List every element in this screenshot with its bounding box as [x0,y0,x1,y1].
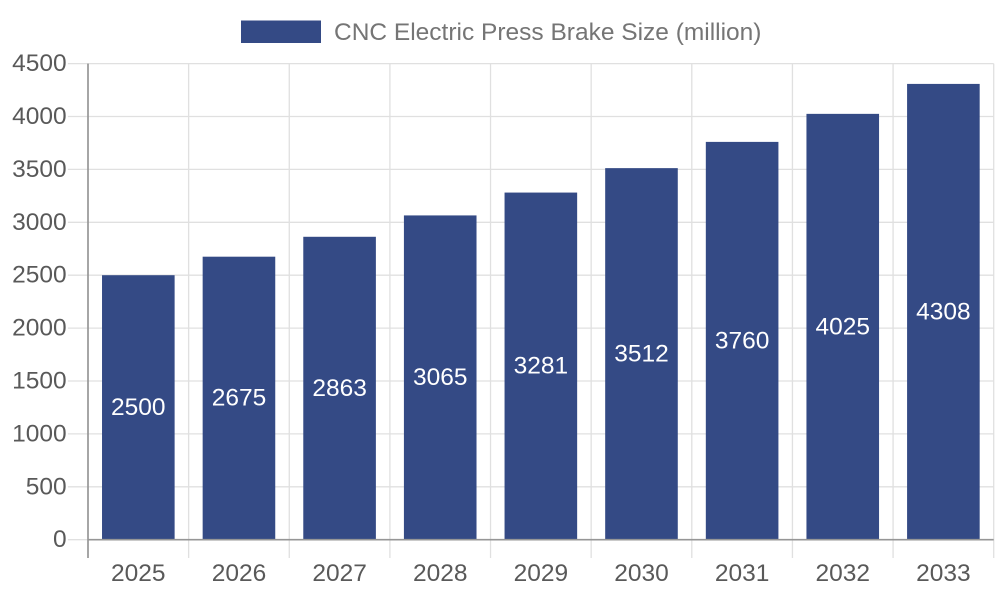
svg-text:3281: 3281 [514,353,569,380]
svg-text:4308: 4308 [916,298,971,325]
svg-text:2026: 2026 [212,560,267,587]
svg-text:2027: 2027 [312,560,367,587]
svg-text:4025: 4025 [815,313,870,340]
svg-text:500: 500 [26,473,67,500]
svg-text:2029: 2029 [514,560,569,587]
svg-text:3000: 3000 [12,209,67,236]
svg-text:2028: 2028 [413,560,468,587]
svg-text:2500: 2500 [111,394,166,421]
svg-text:2675: 2675 [212,385,267,412]
svg-text:2030: 2030 [614,560,669,587]
svg-text:2033: 2033 [916,560,971,587]
svg-text:2000: 2000 [12,315,67,342]
svg-text:3065: 3065 [413,364,468,391]
svg-text:3760: 3760 [715,327,770,354]
svg-text:2500: 2500 [12,262,67,289]
svg-text:1000: 1000 [12,420,67,447]
svg-text:1500: 1500 [12,368,67,395]
svg-text:4000: 4000 [12,103,67,130]
svg-text:3500: 3500 [12,156,67,183]
svg-text:CNC Electric Press Brake Size: CNC Electric Press Brake Size (million) [334,19,761,46]
svg-text:2032: 2032 [815,560,870,587]
svg-text:2025: 2025 [111,560,166,587]
svg-text:3512: 3512 [614,340,669,367]
svg-text:2031: 2031 [715,560,770,587]
svg-text:4500: 4500 [12,50,67,77]
svg-text:2863: 2863 [312,375,367,402]
svg-text:0: 0 [53,526,67,553]
